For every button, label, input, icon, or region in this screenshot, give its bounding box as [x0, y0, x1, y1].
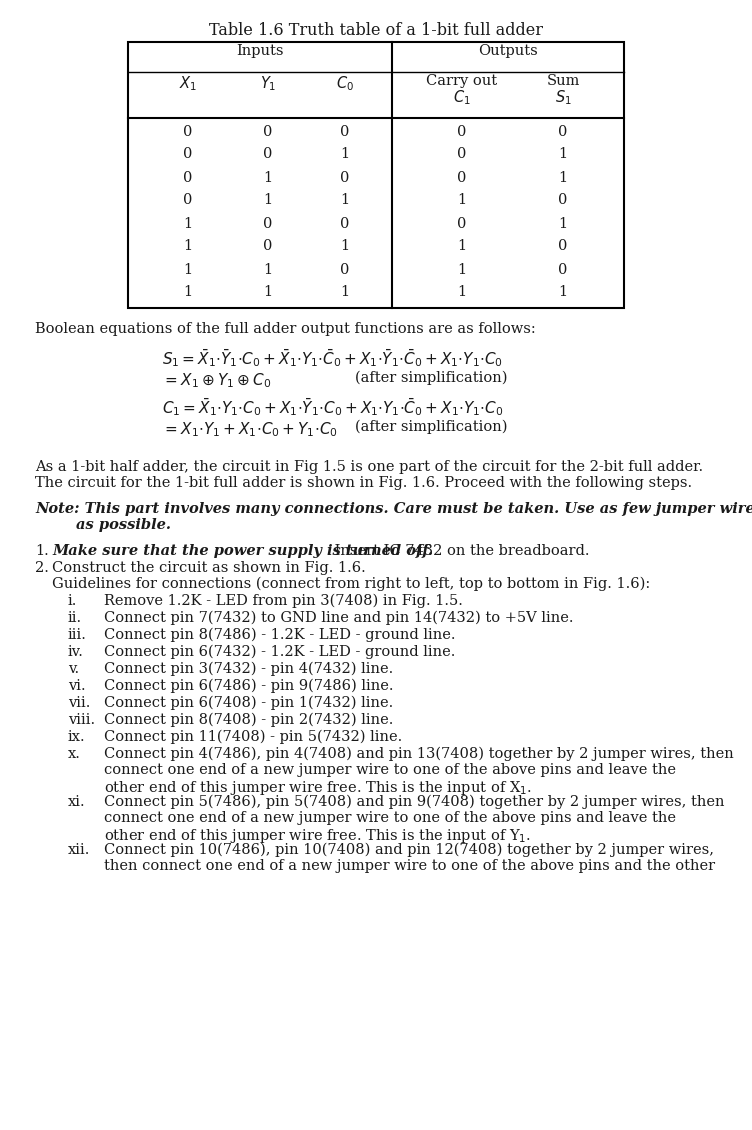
Text: Table 1.6 Truth table of a 1-bit full adder: Table 1.6 Truth table of a 1-bit full ad…	[209, 21, 543, 40]
Text: Remove 1.2K - LED from pin 3(7408) in Fig. 1.5.: Remove 1.2K - LED from pin 3(7408) in Fi…	[104, 594, 463, 608]
Text: other end of this jumper wire free. This is the input of Y$_1$.: other end of this jumper wire free. This…	[104, 827, 531, 845]
Text: Connect pin 5(7486), pin 5(7408) and pin 9(7408) together by 2 jumper wires, the: Connect pin 5(7486), pin 5(7408) and pin…	[104, 796, 724, 809]
Text: 0: 0	[558, 262, 568, 277]
Text: 0: 0	[341, 124, 350, 139]
Text: 1: 1	[183, 217, 193, 231]
Text: 1: 1	[341, 240, 350, 253]
Text: xii.: xii.	[68, 843, 90, 857]
Text: 1: 1	[341, 286, 350, 299]
Text: 1: 1	[183, 286, 193, 299]
Text: 0: 0	[341, 262, 350, 277]
Text: 1.: 1.	[35, 544, 49, 558]
Text: 1: 1	[559, 148, 568, 162]
Text: 0: 0	[558, 193, 568, 208]
Text: Connect pin 8(7486) - 1.2K - LED - ground line.: Connect pin 8(7486) - 1.2K - LED - groun…	[104, 628, 456, 642]
Text: 0: 0	[263, 124, 273, 139]
Text: 1: 1	[559, 171, 568, 184]
Text: connect one end of a new jumper wire to one of the above pins and leave the: connect one end of a new jumper wire to …	[104, 811, 676, 825]
Text: Inputs: Inputs	[236, 44, 284, 58]
Text: Insert IC 7432 on the breadboard.: Insert IC 7432 on the breadboard.	[330, 544, 590, 558]
Text: x.: x.	[68, 747, 81, 760]
Text: 1: 1	[559, 217, 568, 231]
Text: Connect pin 11(7408) - pin 5(7432) line.: Connect pin 11(7408) - pin 5(7432) line.	[104, 730, 402, 745]
Text: 0: 0	[558, 240, 568, 253]
Text: $C_0$: $C_0$	[336, 73, 354, 93]
Text: The circuit for the 1-bit full adder is shown in Fig. 1.6. Proceed with the foll: The circuit for the 1-bit full adder is …	[35, 476, 692, 490]
Text: connect one end of a new jumper wire to one of the above pins and leave the: connect one end of a new jumper wire to …	[104, 763, 676, 777]
Text: 1: 1	[183, 262, 193, 277]
Text: Carry out: Carry out	[426, 73, 498, 88]
Text: Connect pin 6(7486) - pin 9(7486) line.: Connect pin 6(7486) - pin 9(7486) line.	[104, 679, 393, 694]
Text: 1: 1	[183, 240, 193, 253]
Text: 0: 0	[183, 124, 193, 139]
Text: 0: 0	[558, 124, 568, 139]
Text: Connect pin 7(7432) to GND line and pin 14(7432) to +5V line.: Connect pin 7(7432) to GND line and pin …	[104, 611, 574, 625]
Text: Note: This part involves many connections. Care must be taken. Use as few jumper: Note: This part involves many connection…	[35, 502, 752, 516]
Text: 0: 0	[183, 171, 193, 184]
Text: vii.: vii.	[68, 696, 90, 710]
Text: Make sure that the power supply is turned off.: Make sure that the power supply is turne…	[52, 544, 433, 558]
Text: As a 1-bit half adder, the circuit in Fig 1.5 is one part of the circuit for the: As a 1-bit half adder, the circuit in Fi…	[35, 460, 703, 473]
Text: (after simplification): (after simplification)	[355, 371, 508, 385]
Text: 1: 1	[457, 286, 466, 299]
Text: $S_1 = \bar{X}_1{\cdot}\bar{Y}_1{\cdot}C_0 + \bar{X}_1{\cdot}Y_1{\cdot}\bar{C}_0: $S_1 = \bar{X}_1{\cdot}\bar{Y}_1{\cdot}C…	[162, 347, 503, 368]
Text: then connect one end of a new jumper wire to one of the above pins and the other: then connect one end of a new jumper wir…	[104, 859, 715, 873]
Text: Connect pin 3(7432) - pin 4(7432) line.: Connect pin 3(7432) - pin 4(7432) line.	[104, 662, 393, 677]
Text: 1: 1	[263, 262, 272, 277]
Text: 1: 1	[341, 148, 350, 162]
Text: $Y_1$: $Y_1$	[259, 73, 276, 93]
Text: xi.: xi.	[68, 796, 86, 809]
Text: 1: 1	[263, 286, 272, 299]
Text: Sum: Sum	[546, 73, 580, 88]
Text: other end of this jumper wire free. This is the input of X$_1$.: other end of this jumper wire free. This…	[104, 779, 532, 797]
Text: iii.: iii.	[68, 628, 87, 642]
Text: Outputs: Outputs	[478, 44, 538, 58]
Text: i.: i.	[68, 594, 77, 608]
Text: Connect pin 4(7486), pin 4(7408) and pin 13(7408) together by 2 jumper wires, th: Connect pin 4(7486), pin 4(7408) and pin…	[104, 747, 734, 762]
Text: 0: 0	[263, 217, 273, 231]
Text: $S_1$: $S_1$	[555, 88, 572, 106]
Text: 1: 1	[457, 193, 466, 208]
Text: 1: 1	[263, 171, 272, 184]
Text: (after simplification): (after simplification)	[355, 420, 508, 434]
Text: 1: 1	[559, 286, 568, 299]
Text: Connect pin 10(7486), pin 10(7408) and pin 12(7408) together by 2 jumper wires,: Connect pin 10(7486), pin 10(7408) and p…	[104, 843, 714, 858]
Text: Construct the circuit as shown in Fig. 1.6.: Construct the circuit as shown in Fig. 1…	[52, 560, 365, 575]
Text: 1: 1	[457, 262, 466, 277]
Text: $C_1$: $C_1$	[453, 88, 471, 106]
Text: 1: 1	[341, 193, 350, 208]
Text: Connect pin 6(7432) - 1.2K - LED - ground line.: Connect pin 6(7432) - 1.2K - LED - groun…	[104, 645, 456, 660]
Text: Boolean equations of the full adder output functions are as follows:: Boolean equations of the full adder outp…	[35, 322, 535, 336]
Text: Connect pin 6(7408) - pin 1(7432) line.: Connect pin 6(7408) - pin 1(7432) line.	[104, 696, 393, 711]
Text: 2.: 2.	[35, 560, 49, 575]
Text: 0: 0	[341, 171, 350, 184]
Text: 1: 1	[457, 240, 466, 253]
Text: 0: 0	[263, 240, 273, 253]
Text: ix.: ix.	[68, 730, 86, 744]
Text: $= X_1{\cdot}Y_1 + X_1{\cdot}C_0 + Y_1{\cdot}C_0$: $= X_1{\cdot}Y_1 + X_1{\cdot}C_0 + Y_1{\…	[162, 420, 338, 438]
Text: 0: 0	[341, 217, 350, 231]
Text: 0: 0	[183, 148, 193, 162]
Text: 0: 0	[457, 148, 467, 162]
Text: Connect pin 8(7408) - pin 2(7432) line.: Connect pin 8(7408) - pin 2(7432) line.	[104, 713, 393, 728]
Text: 0: 0	[263, 148, 273, 162]
Text: iv.: iv.	[68, 645, 84, 659]
Text: $C_1 = \bar{X}_1{\cdot}Y_1{\cdot}C_0 + X_1{\cdot}\bar{Y}_1{\cdot}C_0 + X_1{\cdot: $C_1 = \bar{X}_1{\cdot}Y_1{\cdot}C_0 + X…	[162, 396, 503, 418]
Text: 0: 0	[183, 193, 193, 208]
Text: 0: 0	[457, 217, 467, 231]
Text: 1: 1	[263, 193, 272, 208]
Text: v.: v.	[68, 662, 79, 676]
Text: 0: 0	[457, 124, 467, 139]
Text: viii.: viii.	[68, 713, 95, 727]
Text: $= X_1 \oplus Y_1 \oplus C_0$: $= X_1 \oplus Y_1 \oplus C_0$	[162, 371, 271, 390]
Text: $X_1$: $X_1$	[179, 73, 197, 93]
Text: vi.: vi.	[68, 679, 86, 693]
Text: Guidelines for connections (connect from right to left, top to bottom in Fig. 1.: Guidelines for connections (connect from…	[52, 577, 650, 591]
Bar	[128, 42, 624, 308]
Text: ii.: ii.	[68, 611, 82, 625]
Text: as possible.: as possible.	[35, 518, 171, 532]
Text: 0: 0	[457, 171, 467, 184]
